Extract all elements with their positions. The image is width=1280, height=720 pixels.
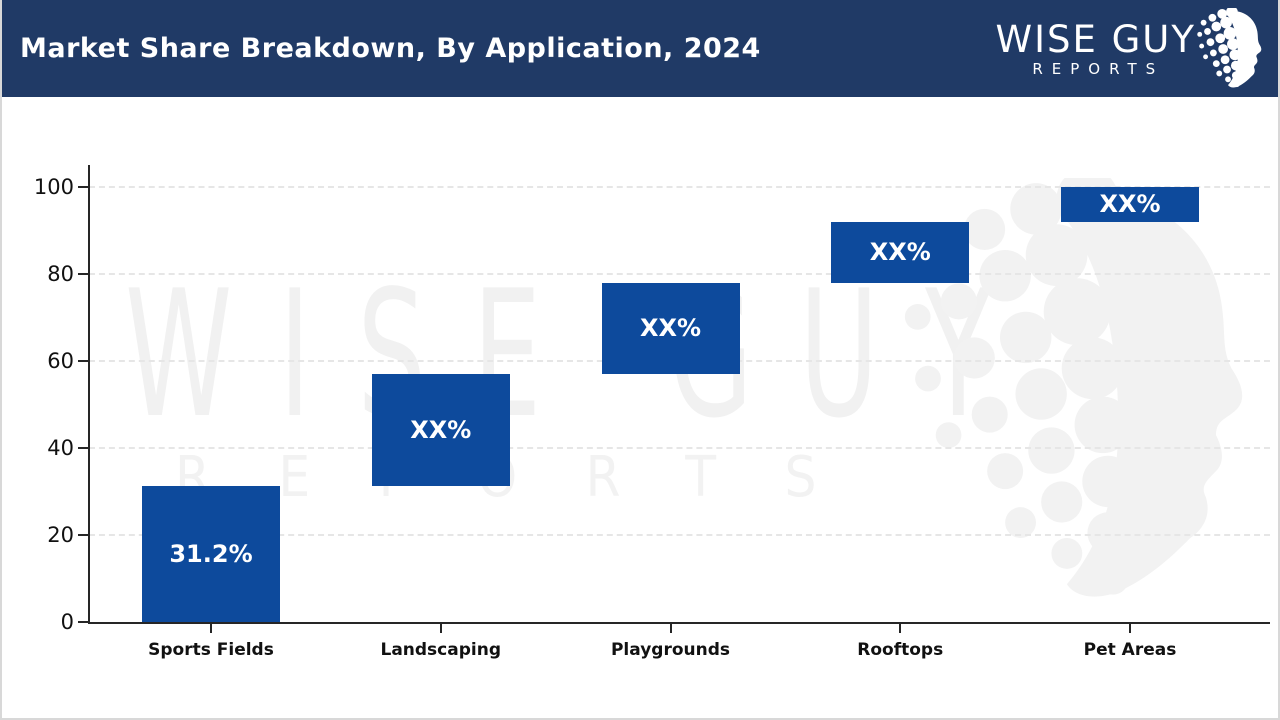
y-axis-tick-label: 0 xyxy=(60,610,74,634)
y-axis-tick-label: 20 xyxy=(47,523,74,547)
category-label: Sports Fields xyxy=(148,640,274,660)
category-label: Rooftops xyxy=(857,640,944,660)
header: Market Share Breakdown, By Application, … xyxy=(0,0,1280,97)
bar-value-label: XX% xyxy=(639,314,702,343)
bar-value-label: XX% xyxy=(1099,190,1161,219)
category-label: Landscaping xyxy=(380,640,501,660)
y-axis-tick-label: 100 xyxy=(33,175,74,199)
y-axis-tick-label: 40 xyxy=(47,436,74,460)
bar: XX% xyxy=(1061,187,1199,222)
x-axis-tick xyxy=(1129,624,1131,633)
gridline xyxy=(89,447,1270,449)
y-axis-tick xyxy=(78,447,88,449)
x-axis-tick xyxy=(899,624,902,633)
y-axis-tick xyxy=(78,273,88,275)
bar: XX% xyxy=(831,221,970,283)
logo-face-icon xyxy=(1197,7,1262,87)
page-title: Market Share Breakdown, By Application, … xyxy=(20,33,761,64)
x-axis-line xyxy=(88,622,1270,624)
category-label: Playgrounds xyxy=(610,640,731,660)
logo-wordmark-block: WISE GUY REPORTS xyxy=(996,21,1196,77)
bar: XX% xyxy=(601,282,740,375)
bar-value-label: 31.2% xyxy=(169,540,253,569)
y-axis-tick xyxy=(78,186,88,188)
y-axis-tick xyxy=(78,360,88,362)
gridline xyxy=(89,186,1270,188)
x-axis-tick xyxy=(669,624,672,633)
x-axis-tick xyxy=(439,624,442,633)
bar-value-label: XX% xyxy=(869,238,931,267)
y-axis-line xyxy=(88,165,90,624)
logo-subtext: REPORTS xyxy=(1032,59,1165,78)
bar: XX% xyxy=(371,374,510,487)
brand-logo: WISE GUY REPORTS xyxy=(996,7,1266,90)
bar: 31.2% xyxy=(142,486,280,622)
y-axis-tick-label: 60 xyxy=(47,349,74,373)
y-axis-tick xyxy=(78,534,88,536)
logo-wordmark: WISE GUY xyxy=(995,17,1196,61)
bar-value-label: XX% xyxy=(410,416,472,445)
gridline xyxy=(89,534,1270,536)
gridline xyxy=(89,273,1270,275)
watermark-wordmark: WISE GUY xyxy=(125,254,1038,457)
x-axis-tick xyxy=(210,624,212,633)
y-axis-tick xyxy=(78,621,88,623)
y-axis-tick-label: 80 xyxy=(47,262,74,286)
category-label: Pet Areas xyxy=(1083,640,1177,660)
